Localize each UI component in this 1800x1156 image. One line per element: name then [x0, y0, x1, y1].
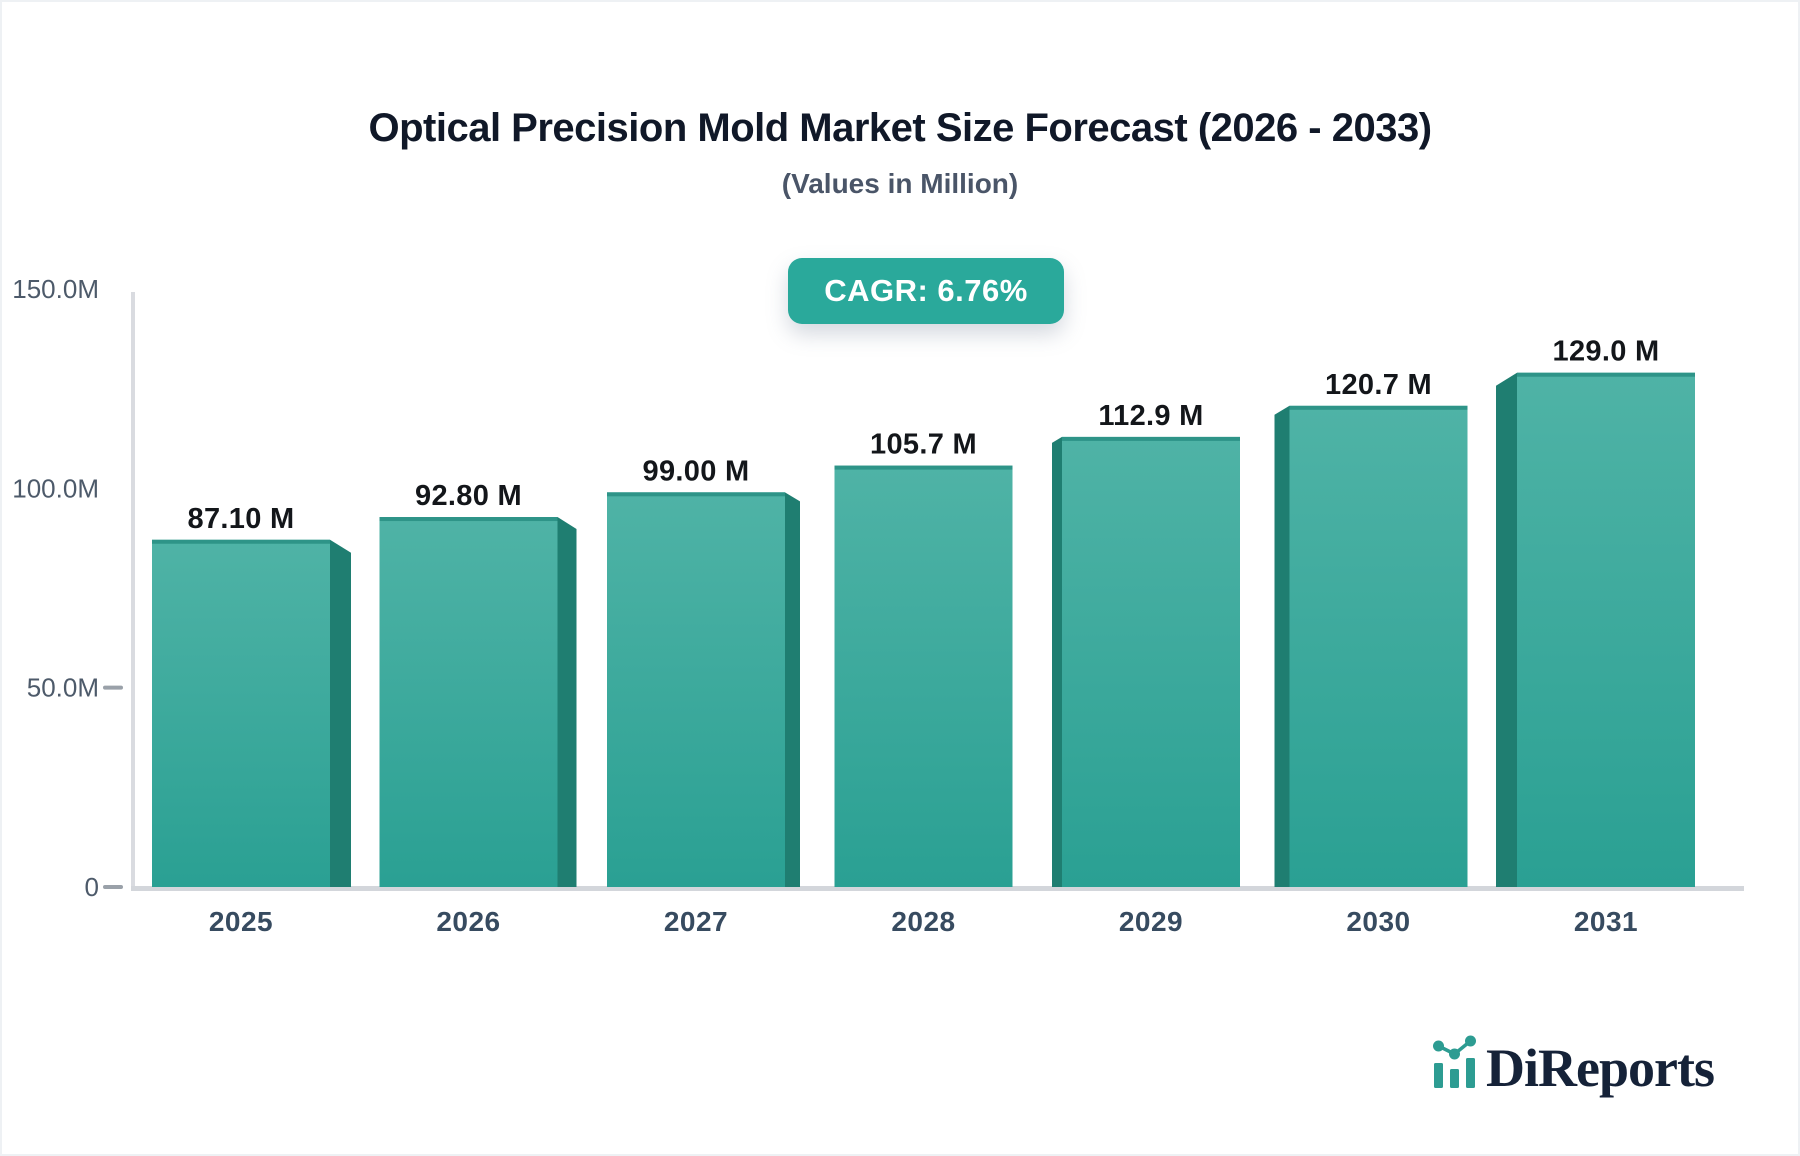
x-category-label: 2031 — [1574, 906, 1638, 937]
bar-value-label: 112.9 M — [1098, 400, 1203, 432]
x-category-label: 2030 — [1346, 906, 1410, 937]
bar-face — [152, 539, 330, 887]
chart-title: Optical Precision Mold Market Size Forec… — [368, 106, 1432, 150]
x-category-label: 2027 — [664, 906, 728, 937]
cagr-badge-label: CAGR: 6.76% — [824, 273, 1028, 308]
y-tick-label: 0 — [85, 872, 99, 902]
bar-value-label: 99.00 M — [643, 455, 750, 487]
chart-subtitle: (Values in Million) — [781, 168, 1019, 199]
bar-side-panel — [1052, 436, 1062, 887]
bar-face — [379, 517, 558, 887]
y-tick-dash — [103, 885, 123, 889]
logo-bar-chart-icon — [1433, 1035, 1476, 1088]
y-tick-label: 50.0M — [27, 673, 99, 703]
bar-group-2027: 99.00 M 2027 — [607, 455, 800, 937]
brand-logo: DiReports — [1432, 1030, 1715, 1098]
bar-value-label: 129.0 M — [1553, 336, 1660, 368]
x-axis-baseline — [131, 886, 1744, 891]
y-tick-dash — [103, 685, 123, 690]
bar-side-panel — [785, 492, 800, 887]
bar-top-edge — [152, 539, 330, 544]
y-tick-label: 150.0M — [12, 274, 99, 304]
x-category-label: 2026 — [436, 906, 500, 937]
cagr-badge: CAGR: 6.76% — [788, 258, 1064, 324]
bar-group-2026: 92.80 M 2026 — [379, 480, 577, 937]
bar-face — [1517, 372, 1695, 888]
bar-value-label: 87.10 M — [188, 503, 295, 535]
bar-value-label: 92.80 M — [415, 480, 522, 512]
bar-group-2031: 129.0 M 2031 — [1496, 336, 1695, 937]
x-category-label: 2025 — [209, 906, 273, 937]
bar-top-edge — [1289, 405, 1468, 410]
bar-group-2028: 105.7 M 2028 — [834, 429, 1013, 937]
bar-side-panel — [1274, 405, 1290, 887]
bar-face — [834, 465, 1013, 887]
y-axis-line — [131, 292, 135, 887]
bar-group-2025: 87.10 M 2025 — [152, 503, 351, 937]
bar-group-2029: 112.9 M 2029 — [1052, 400, 1240, 937]
brand-logo-text: DiReports — [1486, 1038, 1715, 1098]
bar-top-edge — [607, 492, 785, 497]
bar-side-panel — [330, 539, 351, 887]
bar-side-panel — [557, 517, 577, 887]
x-category-label: 2028 — [891, 906, 955, 937]
x-category-label: 2029 — [1119, 906, 1183, 937]
bar-top-edge — [834, 465, 1013, 470]
y-tick-label: 100.0M — [12, 473, 99, 503]
bar-face — [1062, 436, 1240, 887]
bar-top-edge — [1062, 436, 1240, 441]
bar-group-2030: 120.7 M 2030 — [1274, 369, 1468, 937]
bar-face — [607, 492, 785, 887]
bar-value-label: 105.7 M — [870, 429, 977, 461]
bar-side-panel — [1496, 372, 1517, 888]
bar-top-edge — [379, 517, 558, 522]
bar-face — [1289, 405, 1468, 887]
bar-top-edge — [1517, 372, 1695, 377]
bar-value-label: 120.7 M — [1325, 369, 1432, 401]
